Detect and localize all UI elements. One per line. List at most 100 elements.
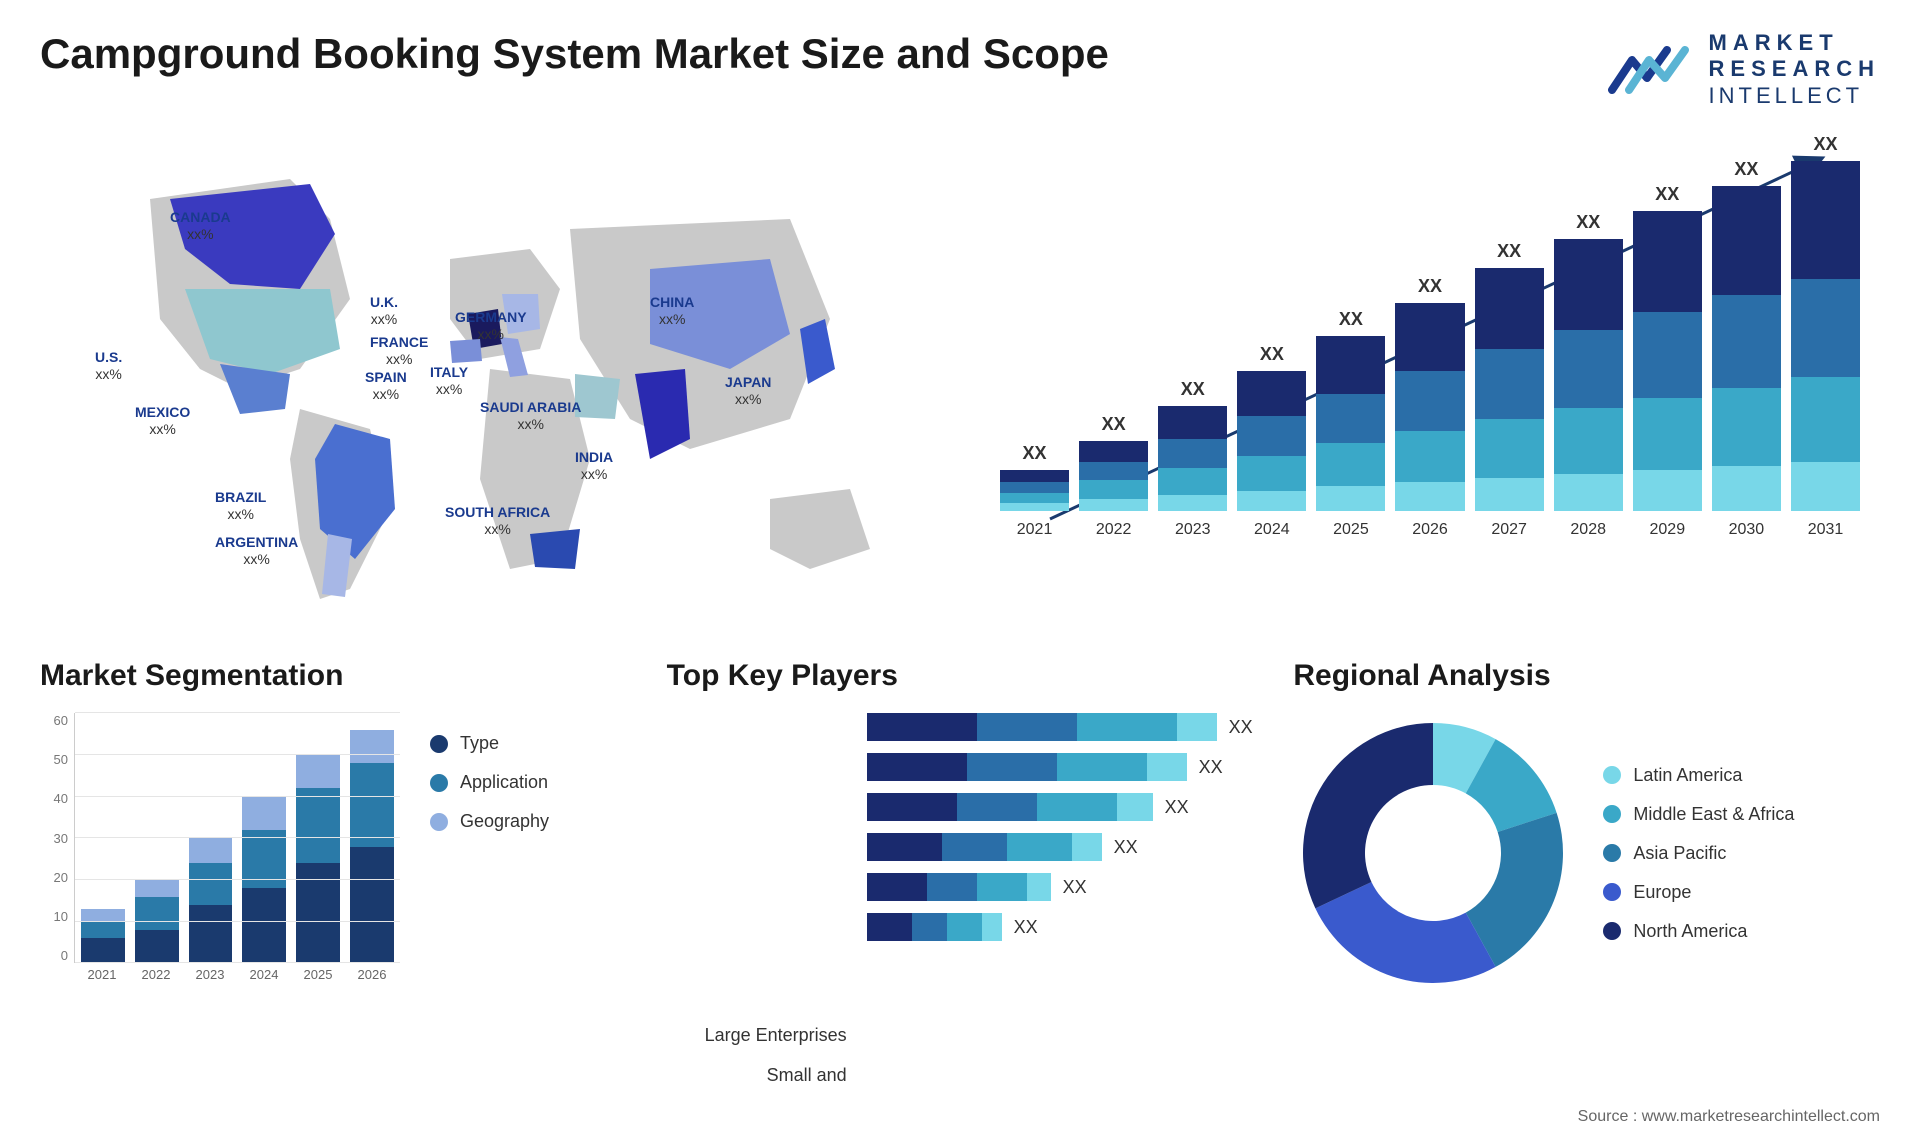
- growth-bar: XX 2029: [1633, 184, 1702, 540]
- growth-bar-label: XX: [1813, 134, 1837, 155]
- player-row-label: [667, 981, 847, 1009]
- player-bar-value: XX: [1063, 877, 1087, 898]
- map-label: U.S.xx%: [95, 349, 122, 383]
- segmentation-panel: Market Segmentation 0102030405060 202120…: [40, 659, 627, 1089]
- world-map: CANADAxx% U.S.xx% MEXICOxx% BRAZILxx% ARGENT…: [40, 139, 940, 619]
- growth-bar-label: XX: [1655, 184, 1679, 205]
- growth-x-label: 2022: [1096, 521, 1132, 539]
- player-bar: XX: [867, 753, 1254, 781]
- growth-x-label: 2028: [1570, 521, 1606, 539]
- seg-x-label: 2021: [80, 967, 124, 993]
- regional-title: Regional Analysis: [1293, 659, 1880, 693]
- seg-bar: [296, 755, 340, 963]
- logo-text-2: RESEARCH: [1709, 56, 1880, 82]
- seg-bar: [242, 797, 286, 964]
- player-bar: XX: [867, 833, 1254, 861]
- legend-item: Europe: [1603, 882, 1794, 903]
- seg-x-label: 2024: [242, 967, 286, 993]
- key-players-title: Top Key Players: [667, 659, 1254, 693]
- growth-bar-label: XX: [1181, 379, 1205, 400]
- growth-x-label: 2029: [1650, 521, 1686, 539]
- growth-bar-label: XX: [1102, 414, 1126, 435]
- growth-bar: XX 2027: [1475, 241, 1544, 539]
- seg-x-label: 2022: [134, 967, 178, 993]
- growth-bar-label: XX: [1734, 159, 1758, 180]
- logo-mark-icon: [1607, 40, 1697, 100]
- growth-x-label: 2031: [1808, 521, 1844, 539]
- seg-x-label: 2025: [296, 967, 340, 993]
- player-bar-value: XX: [1229, 717, 1253, 738]
- growth-bar: XX 2028: [1554, 212, 1623, 539]
- growth-bar-label: XX: [1260, 344, 1284, 365]
- player-bar-value: XX: [1165, 797, 1189, 818]
- key-players-chart: XX XX XX XX XX XX: [867, 713, 1254, 941]
- map-label: SPAINxx%: [365, 369, 407, 403]
- player-bar-value: XX: [1199, 757, 1223, 778]
- growth-x-label: 2023: [1175, 521, 1211, 539]
- legend-item: Asia Pacific: [1603, 843, 1794, 864]
- player-bar: XX: [867, 873, 1254, 901]
- legend-item: Type: [430, 733, 549, 754]
- map-label: FRANCExx%: [370, 334, 428, 368]
- legend-item: Geography: [430, 811, 549, 832]
- legend-item: Middle East & Africa: [1603, 804, 1794, 825]
- seg-bar: [350, 730, 394, 963]
- growth-x-label: 2021: [1017, 521, 1053, 539]
- map-label: BRAZILxx%: [215, 489, 266, 523]
- player-row-label: Large Enterprises: [667, 1021, 847, 1049]
- legend-item: North America: [1603, 921, 1794, 942]
- key-players-panel: Top Key Players Large EnterprisesSmall a…: [667, 659, 1254, 1089]
- growth-bar: XX2025: [1316, 309, 1385, 539]
- player-bar: XX: [867, 713, 1254, 741]
- seg-x-label: 2026: [350, 967, 394, 993]
- growth-bar-label: XX: [1497, 241, 1521, 262]
- growth-bar: XX 2023: [1158, 379, 1227, 539]
- map-label: CHINAxx%: [650, 294, 694, 328]
- regional-donut-chart: [1293, 713, 1573, 993]
- growth-x-label: 2026: [1412, 521, 1448, 539]
- player-bar-value: XX: [1014, 917, 1038, 938]
- map-label: ITALYxx%: [430, 364, 468, 398]
- player-row-label: [667, 941, 847, 969]
- player-bar: XX: [867, 793, 1254, 821]
- player-row-label: [667, 861, 847, 889]
- growth-x-label: 2025: [1333, 521, 1369, 539]
- seg-bar: [81, 909, 125, 963]
- growth-bar: XX 2024: [1237, 344, 1306, 539]
- growth-bar: XX 2026: [1395, 276, 1464, 539]
- map-label: INDIAxx%: [575, 449, 613, 483]
- map-label: GERMANYxx%: [455, 309, 527, 343]
- growth-bar-chart: XX2021XX2022XX2023XX2024XX2025XX2026XX20…: [980, 139, 1880, 619]
- logo-text-1: MARKET: [1709, 30, 1880, 56]
- segmentation-chart: 0102030405060 202120222023202420252026: [40, 713, 400, 993]
- page-title: Campground Booking System Market Size an…: [40, 30, 1109, 78]
- growth-bar: XX 2031: [1791, 134, 1860, 539]
- map-label: MEXICOxx%: [135, 404, 190, 438]
- growth-x-label: 2030: [1729, 521, 1765, 539]
- growth-bar: XX 2021: [1000, 443, 1069, 539]
- seg-x-label: 2023: [188, 967, 232, 993]
- map-label: SAUDI ARABIAxx%: [480, 399, 581, 433]
- growth-bar: XX 2022: [1079, 414, 1148, 539]
- growth-bar-label: XX: [1576, 212, 1600, 233]
- map-label: U.K.xx%: [370, 294, 398, 328]
- seg-bar: [189, 838, 233, 963]
- growth-x-label: 2024: [1254, 521, 1290, 539]
- map-label: SOUTH AFRICAxx%: [445, 504, 550, 538]
- logo-text-3: INTELLECT: [1709, 83, 1880, 109]
- player-row-label: [667, 901, 847, 929]
- map-label: ARGENTINAxx%: [215, 534, 298, 568]
- map-label: CANADAxx%: [170, 209, 231, 243]
- player-bar-value: XX: [1114, 837, 1138, 858]
- segmentation-title: Market Segmentation: [40, 659, 627, 693]
- regional-panel: Regional Analysis Latin AmericaMiddle Ea…: [1293, 659, 1880, 1089]
- growth-bar-label: XX: [1023, 443, 1047, 464]
- map-label: JAPANxx%: [725, 374, 771, 408]
- growth-x-label: 2027: [1491, 521, 1527, 539]
- legend-item: Application: [430, 772, 549, 793]
- player-bar: XX: [867, 913, 1254, 941]
- growth-bar-label: XX: [1418, 276, 1442, 297]
- key-players-labels: Large EnterprisesSmall and: [667, 713, 847, 1089]
- regional-legend: Latin AmericaMiddle East & AfricaAsia Pa…: [1603, 765, 1794, 942]
- growth-bar: XX 2030: [1712, 159, 1781, 539]
